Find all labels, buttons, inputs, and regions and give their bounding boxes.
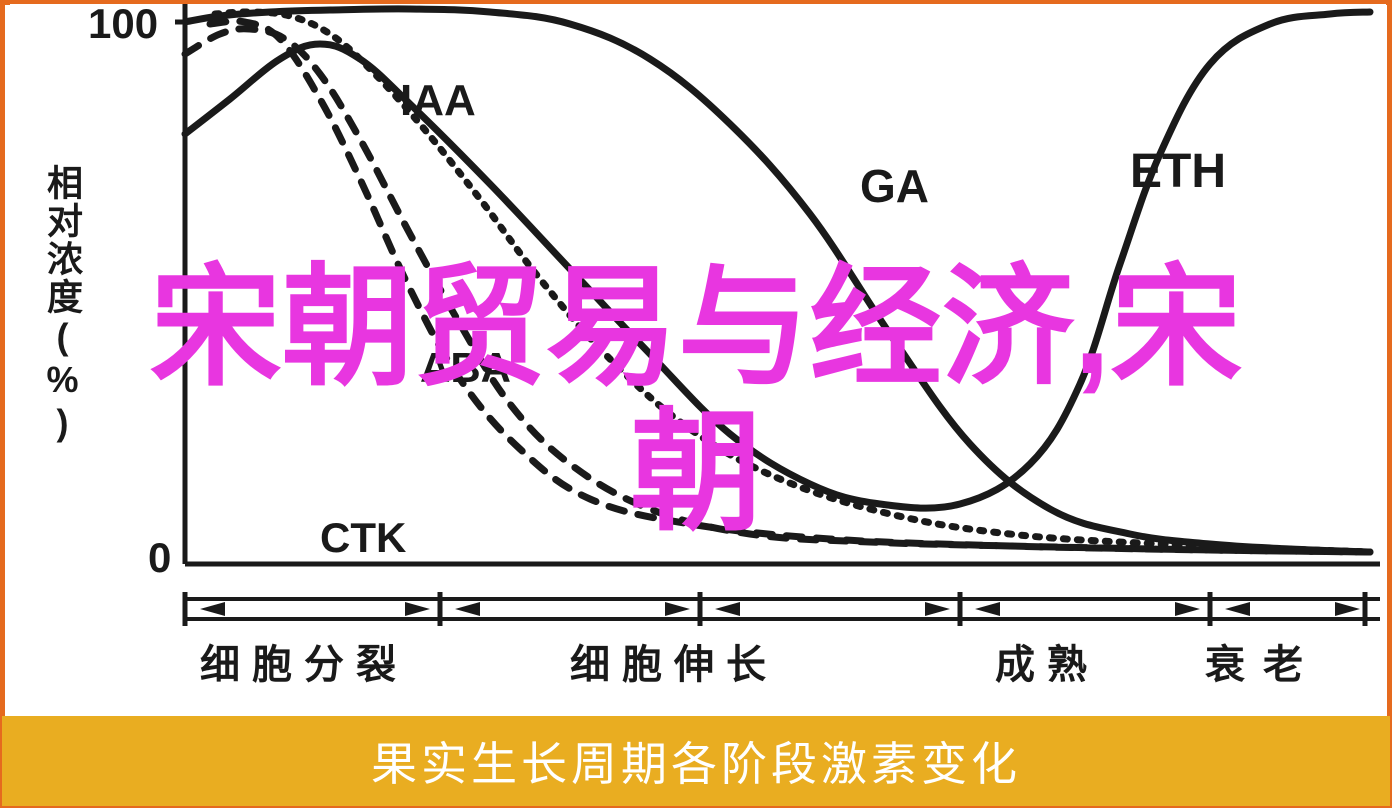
chart-area: 相对浓度(%) 100 0 IAA GA ETH CTK ABA 细胞分裂 细胞… xyxy=(10,4,1386,710)
x-phase-label-0: 细胞分裂 xyxy=(200,632,408,690)
footer-bar: 果实生长周期各阶段激素变化 xyxy=(2,716,1390,806)
curve-aba xyxy=(215,12,1370,552)
series-label-eth: ETH xyxy=(1130,144,1226,199)
footer-text: 果实生长周期各阶段激素变化 xyxy=(371,728,1021,794)
y-axis-label: 相对浓度(%) xyxy=(36,164,88,445)
series-label-ctk: CTK xyxy=(320,514,406,562)
slide-frame: 相对浓度(%) 100 0 IAA GA ETH CTK ABA 细胞分裂 细胞… xyxy=(0,0,1392,808)
curves xyxy=(185,9,1370,552)
x-phase-label-1: 细胞伸长 xyxy=(570,632,778,690)
series-label-ga: GA xyxy=(860,159,929,213)
x-phase-label-2: 成熟 xyxy=(995,632,1099,690)
y-tick-label-100: 100 xyxy=(88,0,158,48)
x-phase-label-3: 衰老 xyxy=(1205,632,1321,690)
curve-ga xyxy=(185,12,1370,508)
y-tick-label-0: 0 xyxy=(148,534,171,582)
curve-ctk xyxy=(185,29,1370,552)
series-label-aba: ABA xyxy=(420,344,511,392)
series-label-iaa: IAA xyxy=(400,76,476,126)
chart-svg xyxy=(10,4,1386,710)
x-phase-arrows xyxy=(200,602,1360,616)
